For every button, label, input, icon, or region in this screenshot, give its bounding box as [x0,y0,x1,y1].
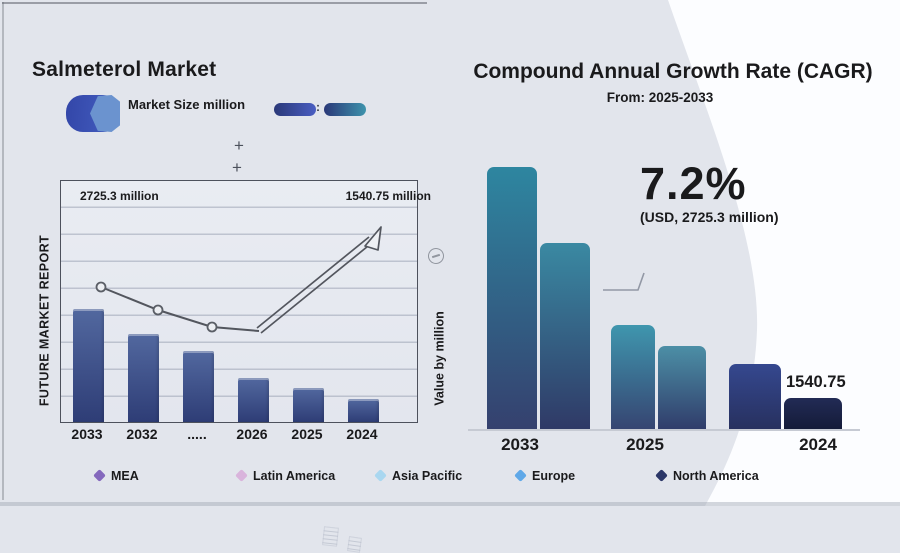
bar-2033 [72,309,104,422]
frame-bottom-line [0,502,900,506]
x-label-2025: 2025 [291,426,323,442]
plus-mark-top: + [234,136,244,155]
legend-label: MEA [111,469,139,483]
value-axis-label: Value by million [432,311,447,406]
legend-diamond-icon [374,469,387,482]
bar-2032 [127,334,159,422]
future-market-report-watermark: FUTURE MARKET REPORT [37,234,52,407]
annotation-2033-value: 2725.3 million [80,189,159,203]
cagr-subtitle: From: 2025-2033 [606,90,714,105]
cagr-note: (USD, 2725.3 million) [640,209,779,225]
cagr-bar-2025-front-bar [611,325,655,430]
left-chart-x-axis: 2033 2032..... 2026 2025 2024 [60,426,416,444]
market-size-bar-chart: 2725.3 million 1540.75 million [60,180,431,553]
legend-label: Europe [532,469,576,483]
legend-label: Asia Pacific [392,469,463,483]
gradient-pill-teal [324,103,366,116]
annotation-2024-value: 1540.75 million [345,189,431,203]
trend-line-arrow [95,226,382,334]
cagr-bar-2025-back-bar [658,346,706,430]
bar-2025 [292,388,324,422]
legend-diamond-icon [93,469,106,482]
x-label-2033: 2033 [501,435,539,454]
cagr-bar-2033-front-bar [487,167,537,430]
x-label-.....: ..... [187,426,207,442]
bar-value-label: 1540.75 [786,373,846,391]
x-label-2026: 2026 [236,426,268,442]
page-title: Salmeterol Market [32,58,217,81]
market-size-legend-label: Market Size million [128,97,246,112]
right-chart-baseline [468,429,860,431]
frame-top-line [2,2,427,4]
watermark-doc-icon [347,536,362,553]
market-size-cylinder-icon [66,95,120,132]
legend-label: North America [673,469,759,483]
gradient-pill-blue [274,103,316,116]
bar-..... [182,351,214,422]
background-swoosh [668,0,900,506]
region-legend: MEA Latin America Asia Pacific Europe North … [0,467,900,491]
pill-separator: : [316,100,320,114]
legend-diamond-icon [235,469,248,482]
right-chart-x-axis: 2033 2025 2024 [0,435,900,457]
bar-2026 [237,378,269,422]
plus-mark-bottom: + [232,158,242,177]
cagr-bar-2024-back-bar [784,398,842,430]
bar-2024 [347,399,379,422]
cagr-value: 7.2% [640,158,747,209]
cagr-title: Compound Annual Growth Rate (CAGR) [473,60,873,83]
legend-diamond-icon [655,469,668,482]
x-label-2024: 2024 [346,426,378,442]
legend-diamond-icon [514,469,527,482]
cagr-bar-2033-back-bar [540,243,590,430]
cagr-bar-2024-front-bar [729,364,781,430]
frame-left-line [2,2,4,500]
x-label-2025: 2025 [626,435,664,454]
x-label-2033: 2033 [71,426,103,442]
x-label-2024: 2024 [799,435,837,454]
corner-annotation-line [603,272,645,291]
watermark-doc-icon [322,526,339,547]
legend-label: Latin America [253,469,336,483]
x-label-2032: 2032 [126,426,158,442]
